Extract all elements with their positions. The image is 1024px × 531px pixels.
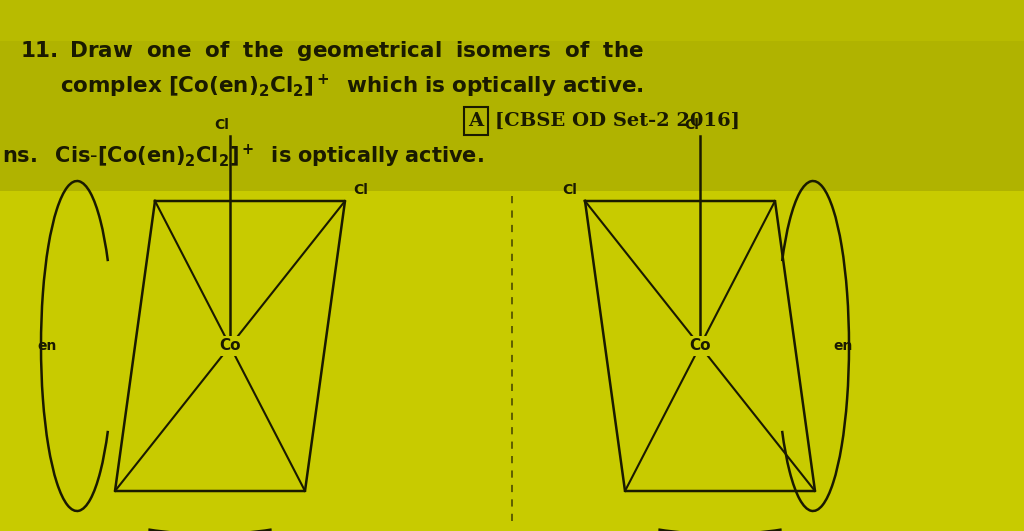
Text: $\bf{ns.\ \ Cis\text{-}[Co(en)_2Cl_2]^+\ \ is\ optically\ active.}$: $\bf{ns.\ \ Cis\text{-}[Co(en)_2Cl_2]^+\… xyxy=(2,142,484,169)
Text: Cl: Cl xyxy=(353,183,368,197)
Text: Co: Co xyxy=(219,338,241,354)
Text: A: A xyxy=(468,112,483,130)
Text: $\bf{11.\ Draw\ \ one\ \ of\ \ the\ \ geometrical\ \ isomers\ \ of\ \ the}$: $\bf{11.\ Draw\ \ one\ \ of\ \ the\ \ ge… xyxy=(20,39,644,63)
Bar xyxy=(0,0,1024,191)
Text: Cl: Cl xyxy=(685,118,699,132)
Bar xyxy=(0,0,1024,41)
Text: Cl: Cl xyxy=(562,183,577,197)
Text: [CBSE OD Set-2 2016]: [CBSE OD Set-2 2016] xyxy=(495,112,740,130)
Text: Cl: Cl xyxy=(215,118,229,132)
Text: $\bf{complex\ [Co(en)_2Cl_2]^+\ \ which\ is\ optically\ active.}$: $\bf{complex\ [Co(en)_2Cl_2]^+\ \ which\… xyxy=(60,72,644,100)
Text: en: en xyxy=(38,339,57,353)
Text: en: en xyxy=(833,339,852,353)
Text: Co: Co xyxy=(689,338,711,354)
